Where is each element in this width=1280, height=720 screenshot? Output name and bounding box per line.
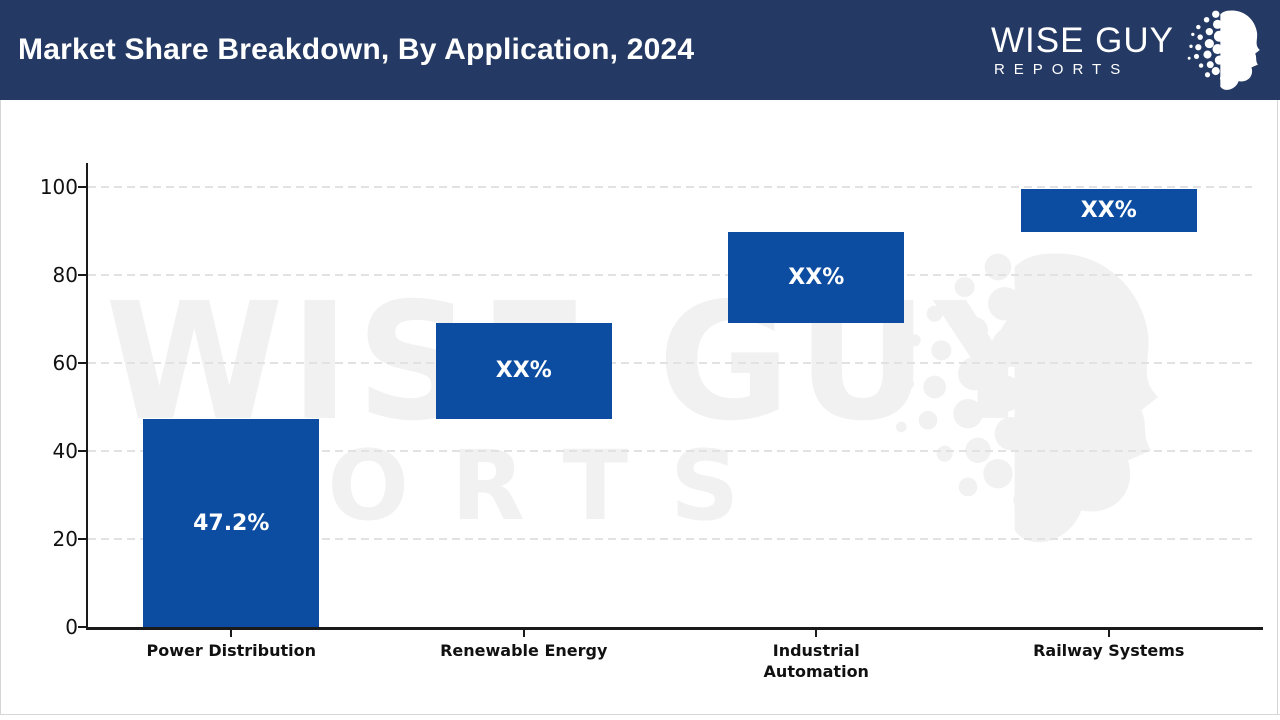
watermark-head-icon bbox=[896, 253, 1158, 543]
logo-line2: REPORTS bbox=[993, 61, 1130, 78]
x-tick-2 bbox=[522, 629, 525, 637]
logo-wordmark: WISE GUY REPORTS bbox=[991, 23, 1174, 77]
gridline-y100 bbox=[88, 186, 1252, 188]
header-banner: Market Share Breakdown, By Application, … bbox=[0, 0, 1280, 100]
x-axis-line bbox=[86, 627, 1263, 630]
wiseguy-head-icon bbox=[1187, 10, 1260, 90]
bar-value-label: XX% bbox=[788, 264, 845, 290]
y-tick-label-60: 60 bbox=[52, 351, 78, 375]
chart-title: Market Share Breakdown, By Application, … bbox=[18, 33, 695, 66]
logo-line1: WISE GUY bbox=[990, 21, 1174, 60]
x-tick-label-3: Industrial Automation bbox=[763, 641, 869, 681]
y-tick-60 bbox=[78, 362, 86, 364]
bar-value-label: XX% bbox=[495, 358, 552, 384]
x-tick-label-2: Renewable Energy bbox=[440, 641, 608, 660]
wiseguy-logo: WISE GUY REPORTS bbox=[991, 6, 1266, 94]
y-tick-40 bbox=[78, 450, 86, 452]
y-tick-20 bbox=[78, 538, 86, 540]
gridline-y40 bbox=[88, 450, 1252, 452]
y-axis-line bbox=[86, 163, 88, 629]
gridline-y60 bbox=[88, 362, 1252, 364]
y-tick-100 bbox=[78, 186, 86, 188]
card-border-right bbox=[1277, 100, 1278, 715]
y-tick-label-20: 20 bbox=[52, 527, 78, 551]
card-border-bottom bbox=[0, 714, 1280, 715]
waterfall-bar-2: XX% bbox=[435, 322, 612, 420]
gridline-y20 bbox=[88, 538, 1252, 540]
y-tick-label-40: 40 bbox=[52, 439, 78, 463]
y-tick-label-100: 100 bbox=[39, 175, 78, 199]
x-tick-4 bbox=[1107, 629, 1110, 637]
card-border-left bbox=[0, 100, 1, 715]
gridline-y80 bbox=[88, 274, 1252, 276]
waterfall-bar-1: 47.2% bbox=[143, 419, 320, 627]
y-tick-80 bbox=[78, 274, 86, 276]
y-tick-0 bbox=[78, 626, 86, 628]
x-tick-1 bbox=[230, 629, 233, 637]
waterfall-bar-4: XX% bbox=[1020, 189, 1197, 233]
bar-value-label: XX% bbox=[1080, 198, 1137, 224]
bar-value-label: 47.2% bbox=[193, 510, 270, 536]
y-tick-label-0: 0 bbox=[65, 615, 78, 639]
waterfall-bar-3: XX% bbox=[728, 232, 905, 323]
x-tick-3 bbox=[815, 629, 818, 637]
y-tick-label-80: 80 bbox=[52, 263, 78, 287]
x-tick-label-1: Power Distribution bbox=[146, 641, 316, 660]
x-tick-label-4: Railway Systems bbox=[1033, 641, 1185, 660]
